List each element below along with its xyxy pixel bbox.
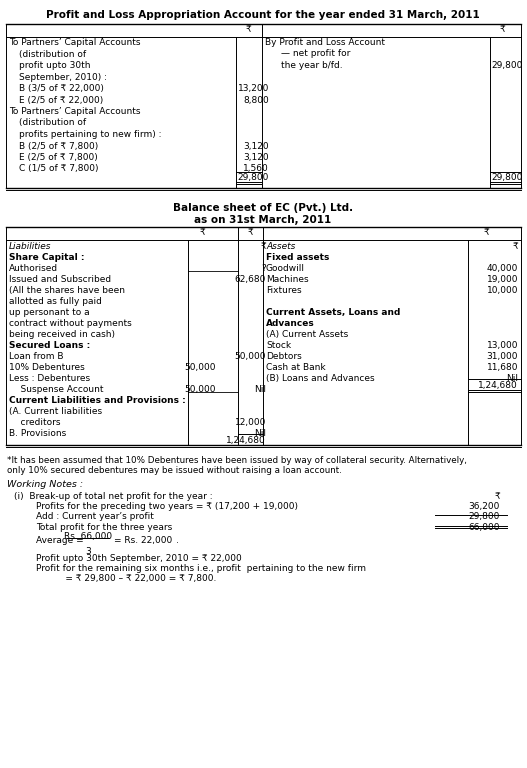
Text: Debtors: Debtors (266, 352, 302, 361)
Text: Nil: Nil (506, 374, 518, 383)
Text: *It has been assumed that 10% Debentures have been issued by way of collateral s: *It has been assumed that 10% Debentures… (7, 456, 467, 465)
Text: Current Liabilities and Provisions :: Current Liabilities and Provisions : (9, 396, 186, 405)
Text: 8,800: 8,800 (243, 95, 269, 104)
Text: (i)  Break-up of total net profit for the year :: (i) Break-up of total net profit for the… (14, 492, 212, 501)
Text: 13,200: 13,200 (238, 84, 269, 93)
Text: B (3/5 of ₹ 22,000): B (3/5 of ₹ 22,000) (19, 84, 104, 93)
Text: Average =: Average = (36, 536, 86, 545)
Text: .: . (176, 536, 179, 545)
Text: To Partners’ Capital Accounts: To Partners’ Capital Accounts (9, 38, 141, 47)
Text: Nil: Nil (254, 429, 266, 438)
Text: Suspense Account: Suspense Account (9, 385, 103, 394)
Text: To Partners’ Capital Accounts: To Partners’ Capital Accounts (9, 107, 141, 116)
Text: contract without payments: contract without payments (9, 319, 132, 328)
Text: 12,000: 12,000 (235, 418, 266, 427)
Text: Advances: Advances (266, 319, 315, 328)
Text: (distribution of: (distribution of (19, 49, 86, 58)
Text: Working Notes :: Working Notes : (7, 480, 83, 489)
Text: Goodwill: Goodwill (266, 264, 305, 273)
Text: — net profit for: — net profit for (281, 49, 350, 58)
Text: 62,680: 62,680 (235, 275, 266, 284)
Text: Balance sheet of EC (Pvt.) Ltd.: Balance sheet of EC (Pvt.) Ltd. (173, 203, 353, 213)
Text: ₹: ₹ (245, 25, 251, 34)
Text: creditors: creditors (9, 418, 61, 427)
Text: Stock: Stock (266, 341, 291, 350)
Text: ?: ? (261, 264, 266, 273)
Text: Current Assets, Loans and: Current Assets, Loans and (266, 308, 401, 317)
Text: as on 31st March, 2011: as on 31st March, 2011 (194, 215, 331, 225)
Text: Total profit for the three years: Total profit for the three years (36, 523, 172, 532)
Text: Assets: Assets (266, 242, 295, 251)
Text: Profits for the preceding two years = ₹ (17,200 + 19,000): Profits for the preceding two years = ₹ … (36, 502, 298, 511)
Text: Secured Loans :: Secured Loans : (9, 341, 90, 350)
Text: (A. Current liabilities: (A. Current liabilities (9, 407, 102, 416)
Text: ₹: ₹ (512, 242, 518, 251)
Text: up personant to a: up personant to a (9, 308, 90, 317)
Text: 10% Debentures: 10% Debentures (9, 363, 85, 372)
Text: 3: 3 (85, 547, 91, 556)
Text: Loan from B: Loan from B (9, 352, 63, 361)
Text: C (1/5 of ₹ 7,800): C (1/5 of ₹ 7,800) (19, 164, 99, 174)
Text: B. Provisions: B. Provisions (9, 429, 66, 438)
Text: Profit upto 30th September, 2010 = ₹ 22,000: Profit upto 30th September, 2010 = ₹ 22,… (36, 554, 242, 563)
Text: Machines: Machines (266, 275, 309, 284)
Text: (All the shares have been: (All the shares have been (9, 286, 125, 295)
Text: (A) Current Assets: (A) Current Assets (266, 330, 348, 339)
Text: (B) Loans and Advances: (B) Loans and Advances (266, 374, 375, 383)
Text: 50,000: 50,000 (235, 352, 266, 361)
Text: Fixtures: Fixtures (266, 286, 301, 295)
Text: Profit and Loss Appropriation Account for the year ended 31 March, 2011: Profit and Loss Appropriation Account fo… (46, 10, 480, 20)
Text: 29,800: 29,800 (469, 512, 500, 521)
Text: allotted as fully paid: allotted as fully paid (9, 297, 102, 306)
Text: 1,560: 1,560 (243, 164, 269, 174)
Text: Profit for the remaining six months i.e., profit  pertaining to the new firm: Profit for the remaining six months i.e.… (36, 564, 366, 573)
Text: Rs. 66,000: Rs. 66,000 (64, 532, 112, 541)
Text: (distribution of: (distribution of (19, 118, 86, 127)
Text: 11,680: 11,680 (486, 363, 518, 372)
Text: = ₹ 29,800 – ₹ 22,000 = ₹ 7,800.: = ₹ 29,800 – ₹ 22,000 = ₹ 7,800. (51, 574, 217, 583)
Text: 29,800: 29,800 (492, 173, 523, 182)
Text: Issued and Subscribed: Issued and Subscribed (9, 275, 111, 284)
Text: September, 2010) :: September, 2010) : (19, 72, 107, 81)
Text: Authorised: Authorised (9, 264, 58, 273)
Text: Less : Debentures: Less : Debentures (9, 374, 90, 383)
Text: 29,800: 29,800 (238, 173, 269, 182)
Text: only 10% secured debentures may be issued without raising a loan account.: only 10% secured debentures may be issue… (7, 466, 341, 475)
Text: the year b/fd.: the year b/fd. (281, 61, 343, 70)
Text: 13,000: 13,000 (486, 341, 518, 350)
Text: Cash at Bank: Cash at Bank (266, 363, 326, 372)
Text: 50,000: 50,000 (184, 385, 216, 394)
Text: ₹: ₹ (483, 228, 489, 237)
Text: 3,120: 3,120 (243, 141, 269, 151)
Text: ₹: ₹ (247, 228, 253, 237)
Text: 1,24,680: 1,24,680 (478, 381, 518, 390)
Text: = Rs. 22,000: = Rs. 22,000 (114, 536, 172, 545)
Text: profits pertaining to new firm) :: profits pertaining to new firm) : (19, 130, 161, 139)
Text: Share Capital :: Share Capital : (9, 253, 84, 262)
Text: Fixed assets: Fixed assets (266, 253, 329, 262)
Text: Add : Current year’s profit: Add : Current year’s profit (36, 512, 154, 521)
Text: ₹: ₹ (499, 25, 505, 34)
Text: 3,120: 3,120 (243, 153, 269, 162)
Text: profit upto 30th: profit upto 30th (19, 61, 91, 70)
Text: ₹: ₹ (260, 242, 266, 251)
Text: 36,200: 36,200 (469, 502, 500, 511)
Text: being received in cash): being received in cash) (9, 330, 115, 339)
Text: E (2/5 of ₹ 22,000): E (2/5 of ₹ 22,000) (19, 95, 103, 104)
Text: E (2/5 of ₹ 7,800): E (2/5 of ₹ 7,800) (19, 153, 97, 162)
Text: 1,24,680: 1,24,680 (226, 436, 266, 445)
Text: ₹: ₹ (494, 492, 500, 501)
Text: Nil: Nil (254, 385, 266, 394)
Text: 31,000: 31,000 (486, 352, 518, 361)
Text: ₹: ₹ (199, 228, 205, 237)
Text: B (2/5 of ₹ 7,800): B (2/5 of ₹ 7,800) (19, 141, 98, 151)
Text: 40,000: 40,000 (486, 264, 518, 273)
Text: 29,800: 29,800 (492, 61, 523, 70)
Text: 10,000: 10,000 (486, 286, 518, 295)
Text: 66,000: 66,000 (469, 523, 500, 532)
Text: Liabilities: Liabilities (9, 242, 52, 251)
Text: By Profit and Loss Account: By Profit and Loss Account (265, 38, 385, 47)
Text: 50,000: 50,000 (184, 363, 216, 372)
Text: 19,000: 19,000 (486, 275, 518, 284)
